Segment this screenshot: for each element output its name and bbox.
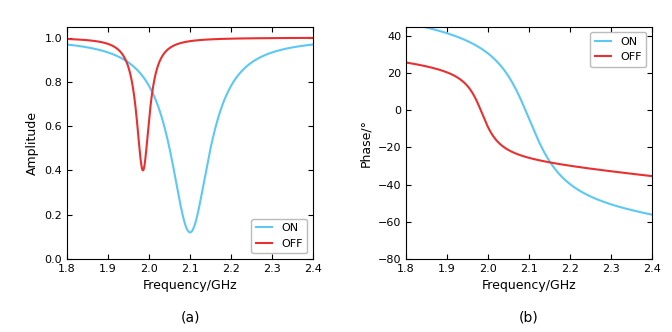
- Line: ON: ON: [406, 23, 652, 214]
- ON: [643, 211, 651, 215]
- ON: [430, 28, 438, 32]
- Line: ON: ON: [67, 44, 313, 232]
- OFF: [430, 66, 438, 70]
- ON: [278, 48, 286, 52]
- ON: [616, 205, 624, 209]
- OFF: [278, 36, 286, 40]
- ON: [186, 230, 194, 234]
- OFF: [139, 168, 147, 172]
- Text: (b): (b): [519, 310, 539, 324]
- Y-axis label: Amplitude: Amplitude: [26, 111, 39, 175]
- OFF: [63, 37, 71, 41]
- OFF: [168, 44, 176, 48]
- ON: [648, 212, 656, 216]
- OFF: [445, 71, 453, 75]
- ON: [497, 63, 505, 67]
- OFF: [157, 55, 165, 59]
- Y-axis label: Phase/°: Phase/°: [360, 119, 372, 167]
- Legend: ON, OFF: ON, OFF: [590, 32, 646, 67]
- OFF: [402, 60, 410, 64]
- OFF: [643, 174, 651, 178]
- ON: [106, 51, 114, 55]
- ON: [507, 78, 515, 82]
- ON: [63, 42, 71, 46]
- Legend: ON, OFF: ON, OFF: [251, 219, 307, 253]
- OFF: [91, 39, 99, 43]
- OFF: [507, 149, 515, 153]
- OFF: [309, 36, 317, 40]
- OFF: [616, 170, 624, 174]
- OFF: [106, 42, 114, 46]
- X-axis label: Frequency/GHz: Frequency/GHz: [482, 279, 577, 292]
- ON: [157, 114, 165, 118]
- Line: OFF: OFF: [406, 62, 652, 176]
- OFF: [304, 36, 312, 40]
- ON: [309, 42, 317, 46]
- OFF: [497, 142, 505, 146]
- ON: [402, 21, 410, 25]
- ON: [168, 159, 176, 163]
- ON: [304, 43, 312, 47]
- Text: (a): (a): [180, 310, 200, 324]
- ON: [445, 32, 453, 36]
- X-axis label: Frequency/GHz: Frequency/GHz: [142, 279, 237, 292]
- OFF: [648, 174, 656, 178]
- ON: [91, 47, 99, 51]
- Line: OFF: OFF: [67, 38, 313, 170]
